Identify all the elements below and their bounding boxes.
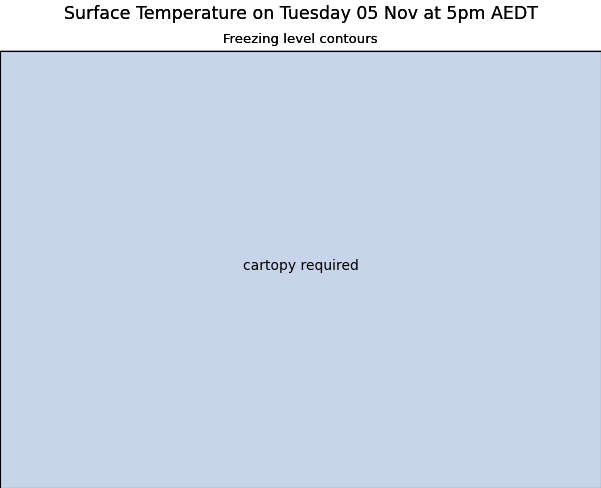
Text: cartopy required: cartopy required <box>243 259 358 273</box>
Text: Surface Temperature on Tuesday 05 Nov at 5pm AEDT: Surface Temperature on Tuesday 05 Nov at… <box>64 5 537 23</box>
Text: Freezing level contours: Freezing level contours <box>223 34 378 46</box>
Text: Freezing level contours: Freezing level contours <box>223 34 378 46</box>
Text: Surface Temperature on Tuesday 05 Nov at 5pm AEDT: Surface Temperature on Tuesday 05 Nov at… <box>64 5 537 23</box>
